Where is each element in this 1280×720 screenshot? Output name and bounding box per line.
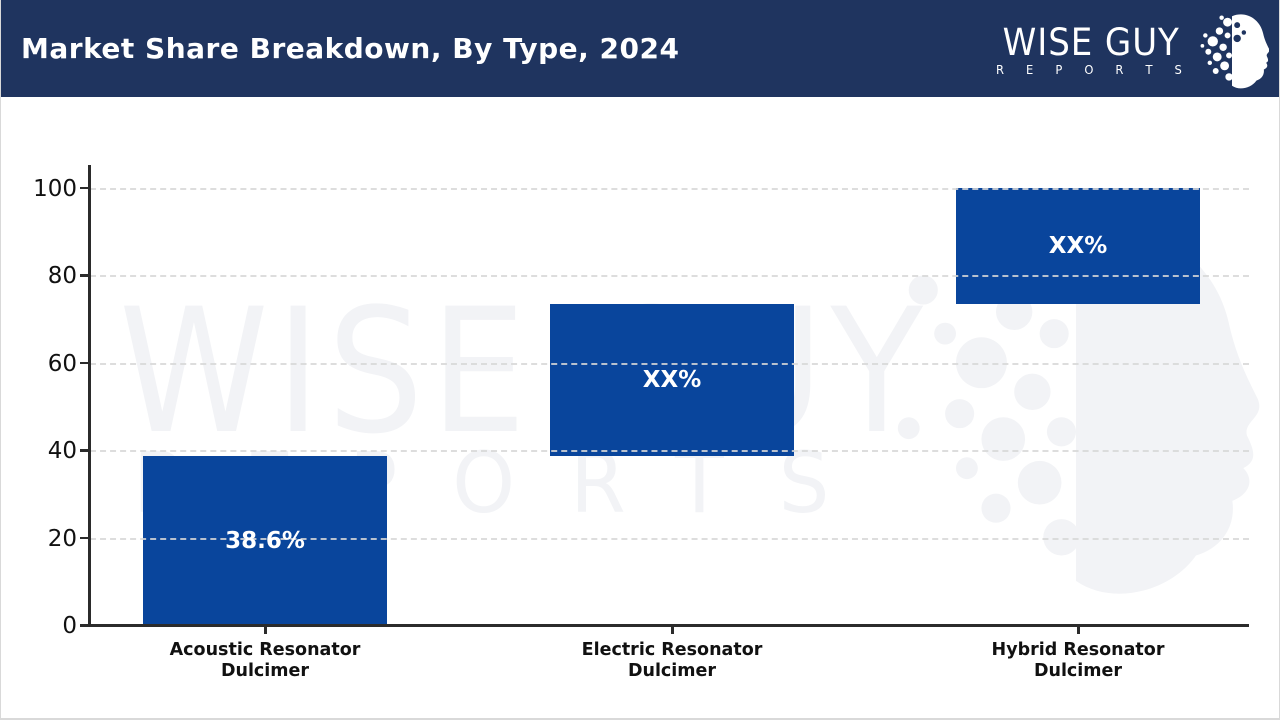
header-bar: Market Share Breakdown, By Type, 2024 WI…	[1, 0, 1279, 97]
y-tick-label: 80	[47, 263, 77, 289]
x-tick-mark	[264, 626, 267, 634]
logo-subtitle: R E P O R T S	[995, 62, 1191, 78]
y-tick-label: 40	[47, 438, 77, 464]
x-tick-mark	[1077, 626, 1080, 634]
bar-value-label: XX%	[642, 367, 702, 393]
page-title: Market Share Breakdown, By Type, 2024	[21, 32, 680, 65]
y-axis-spine	[88, 165, 91, 625]
bar-value-label: 38.6%	[225, 527, 305, 554]
wise-guy-reports-logo: WISE GUY R E P O R T S	[974, 10, 1269, 92]
x-tick-mark	[671, 626, 674, 634]
plot-area: 38.6% Acoustic Resonator Dulcimer XX% Elect…	[1, 97, 1279, 718]
y-tick-label: 20	[47, 525, 77, 552]
y-tick-mark	[80, 361, 89, 364]
gridline	[90, 537, 1249, 540]
gridline	[90, 187, 1249, 190]
x-category-label: Acoustic Resonator Dulcimer	[169, 640, 361, 682]
y-tick-mark	[80, 449, 89, 452]
logo-wordmark: WISE GUY	[1002, 21, 1180, 65]
y-tick-mark	[80, 274, 89, 277]
y-tick-mark	[80, 536, 89, 539]
gridline	[90, 450, 1249, 452]
logo-text: WISE GUY R E P O R T S	[991, 24, 1191, 77]
x-axis-spine	[88, 624, 1249, 627]
x-category-label: Hybrid Resonator Dulcimer	[991, 640, 1165, 682]
y-tick-label: 60	[47, 350, 77, 377]
y-tick-mark	[80, 624, 89, 627]
y-tick-label: 0	[62, 613, 77, 639]
bar-segment	[143, 456, 387, 625]
gridline	[90, 362, 1249, 365]
bar-value-label: XX%	[1048, 233, 1108, 260]
y-tick-label: 100	[33, 175, 77, 202]
logo-head-icon	[1200, 14, 1269, 88]
bar-segment	[550, 303, 794, 457]
y-tick-mark	[80, 186, 89, 189]
gridline	[90, 275, 1249, 277]
x-category-label: Electric Resonator Dulcimer	[581, 640, 763, 682]
